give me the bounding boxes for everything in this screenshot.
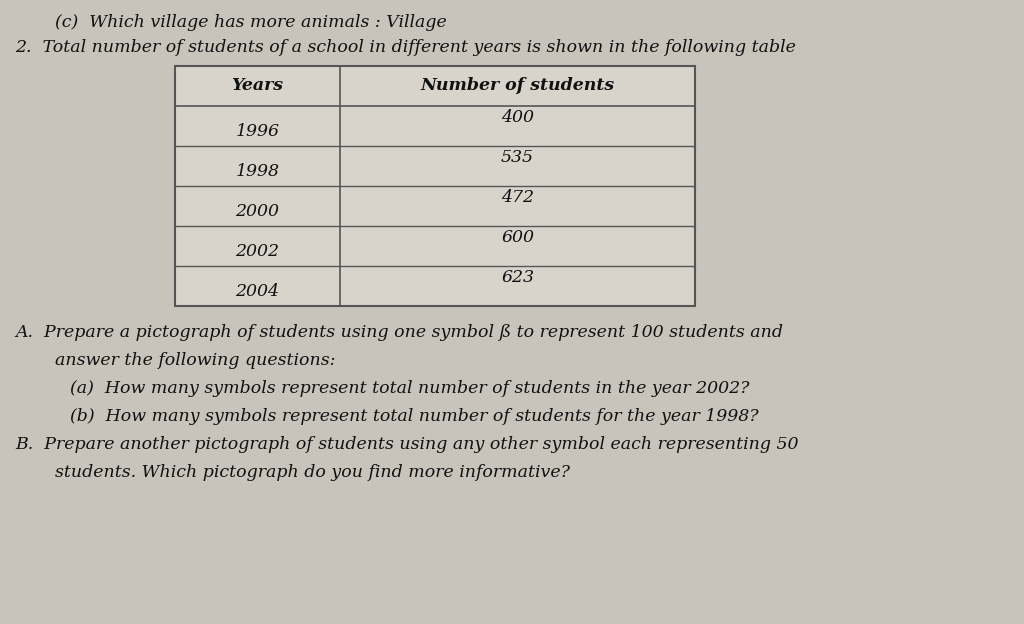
- Text: 2.  Total number of students of a school in different years is shown in the foll: 2. Total number of students of a school …: [15, 39, 796, 56]
- Text: Years: Years: [231, 77, 284, 94]
- Text: 472: 472: [501, 188, 534, 206]
- Text: 1998: 1998: [236, 163, 280, 180]
- Text: 400: 400: [501, 109, 534, 125]
- Text: Number of students: Number of students: [421, 77, 614, 94]
- Text: 600: 600: [501, 229, 534, 246]
- FancyBboxPatch shape: [175, 66, 695, 306]
- Text: answer the following questions:: answer the following questions:: [55, 352, 336, 369]
- Text: (b)  How many symbols represent total number of students for the year 1998?: (b) How many symbols represent total num…: [70, 408, 759, 425]
- Text: students. Which pictograph do you find more informative?: students. Which pictograph do you find m…: [55, 464, 570, 481]
- Text: (c)  Which village has more animals : Village: (c) Which village has more animals : Vil…: [55, 14, 446, 31]
- Text: 535: 535: [501, 149, 534, 166]
- Text: 623: 623: [501, 269, 534, 286]
- Text: (a)  How many symbols represent total number of students in the year 2002?: (a) How many symbols represent total num…: [70, 380, 750, 397]
- Text: 1996: 1996: [236, 124, 280, 140]
- Text: 2000: 2000: [236, 203, 280, 220]
- Text: 2004: 2004: [236, 283, 280, 301]
- Text: B.  Prepare another pictograph of students using any other symbol each represent: B. Prepare another pictograph of student…: [15, 436, 799, 453]
- Text: A.  Prepare a pictograph of students using one symbol ß to represent 100 student: A. Prepare a pictograph of students usin…: [15, 324, 783, 341]
- Text: 2002: 2002: [236, 243, 280, 260]
